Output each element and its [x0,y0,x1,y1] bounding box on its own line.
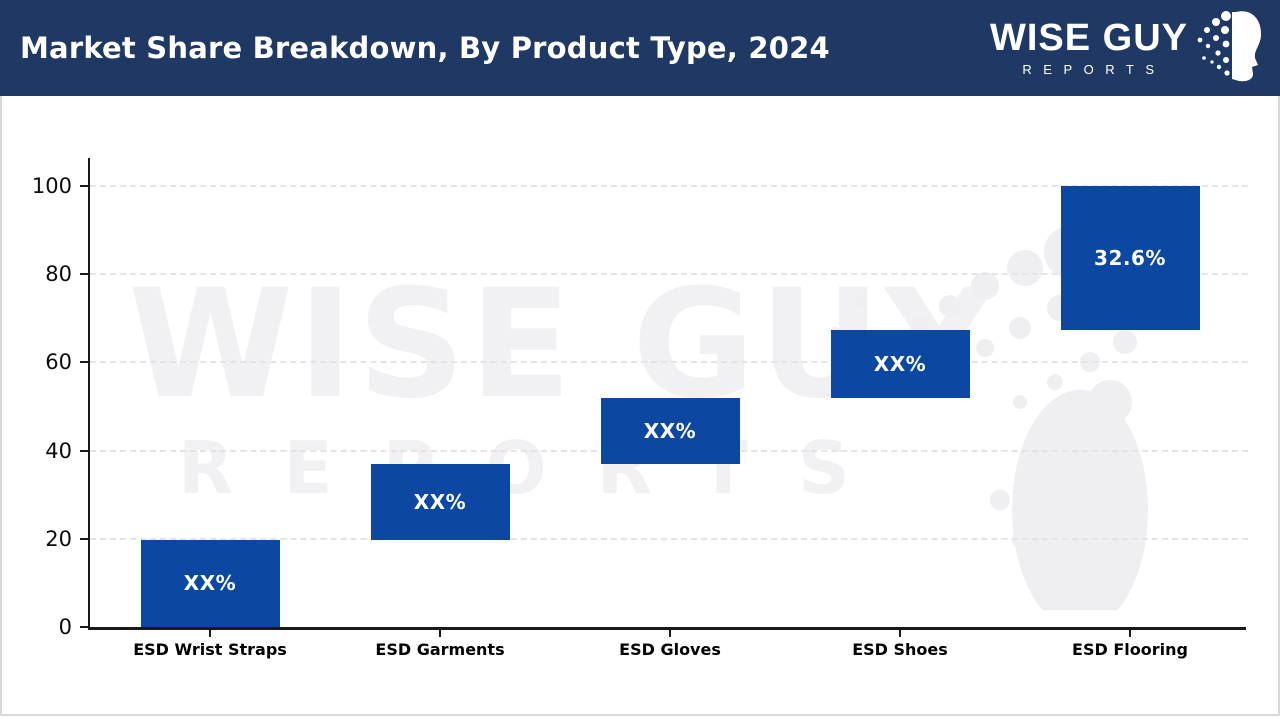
x-tick [209,630,211,637]
x-axis-label: ESD Flooring [1072,640,1188,659]
bar-value-label: XX% [873,351,927,376]
y-tick [80,626,88,628]
y-axis-label: 100 [31,174,72,198]
logo-text: WISE GUY REPORTS [990,19,1188,77]
y-axis-label: 40 [45,438,72,463]
gridline [90,537,1248,540]
y-axis-label: 0 [58,615,72,639]
x-tick [1129,630,1131,637]
y-tick [80,185,88,187]
y-axis-label: 80 [45,262,72,287]
y-axis-label: 20 [45,526,72,551]
bar-value-label: 32.6% [1094,245,1166,270]
x-tick [899,630,901,637]
y-tick [80,537,88,540]
y-tick [80,273,88,276]
x-axis-label: ESD Wrist Straps [133,640,287,659]
x-tick [669,630,671,637]
bar-value-label: XX% [413,489,467,514]
content-frame [0,96,1280,716]
bar-value-label: XX% [183,571,237,596]
header: Market Share Breakdown, By Product Type,… [0,0,1280,96]
y-axis-label: 60 [45,350,72,375]
x-axis-label: ESD Shoes [852,640,948,659]
logo-face-icon [1197,11,1262,82]
bar-esd-flooring: 32.6% [1060,186,1200,330]
x-tick [439,630,441,637]
x-axis-label: ESD Gloves [619,640,721,659]
gridline [90,273,1248,276]
wiseguy-logo: WISE GUY REPORTS [990,8,1266,88]
bar-value-label: XX% [643,418,697,443]
bar-esd-garments: XX% [370,463,510,540]
logo-wordmark: WISE GUY [989,17,1188,59]
page-title: Market Share Breakdown, By Product Type,… [20,31,830,65]
bar-esd-gloves: XX% [600,397,740,464]
x-axis-line [88,627,1246,630]
gridline [90,361,1248,364]
bar-esd-wrist-straps: XX% [140,539,280,627]
logo-subtitle: REPORTS [1022,62,1166,77]
y-tick [80,449,88,452]
y-axis-line [88,158,90,628]
bar-esd-shoes: XX% [830,329,970,398]
gridline [90,185,1248,187]
x-axis-label: ESD Garments [375,640,505,659]
y-tick [80,361,88,364]
